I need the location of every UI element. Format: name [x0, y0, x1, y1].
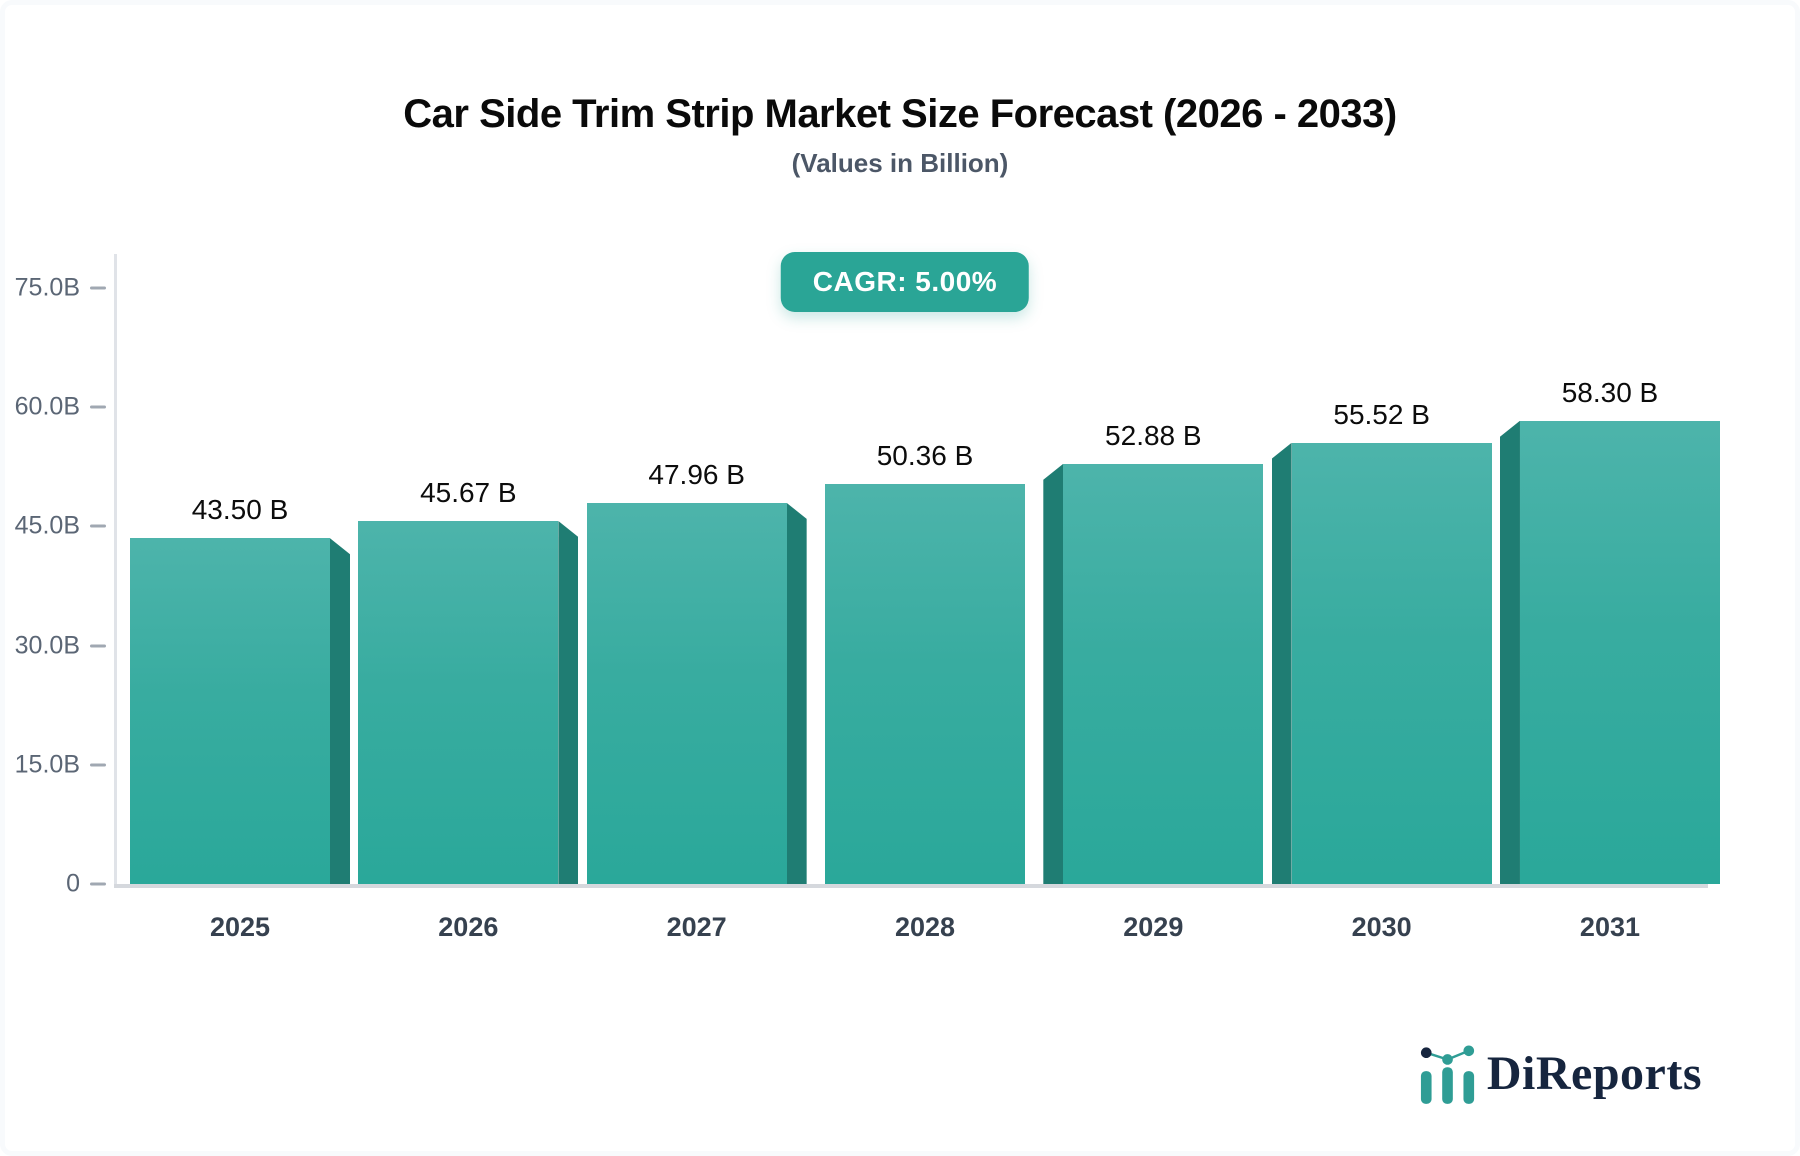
y-axis-tick-mark: [90, 286, 106, 290]
y-axis-tick-mark: [90, 763, 106, 767]
y-axis-tick-mark: [90, 882, 106, 886]
bar-face: [1063, 463, 1264, 884]
chart-subtitle: (Values in Billion): [791, 148, 1009, 178]
bar-3d-side: [786, 502, 807, 884]
bar-face: [1519, 420, 1720, 884]
bar-value-label: 52.88 B: [1105, 419, 1202, 451]
y-axis-tick-mark: [90, 405, 106, 409]
y-axis-line: [114, 254, 117, 886]
bar-face: [358, 521, 559, 884]
y-axis-tick-label: 60.0B: [14, 392, 80, 421]
bar-2025: [130, 538, 350, 884]
bar-2029: [1043, 463, 1264, 884]
bar-3d-side: [558, 521, 579, 884]
bar-value-label: 45.67 B: [420, 477, 517, 509]
x-axis-tick-label: 2030: [1351, 912, 1412, 942]
bar-3d-side: [1499, 420, 1520, 884]
bar-value-label: 50.36 B: [876, 439, 974, 471]
y-axis-tick-mark: [90, 524, 106, 528]
y-axis-tick-label: 15.0B: [14, 750, 80, 779]
direports-logo: DiReports: [1419, 1042, 1702, 1104]
bar-chart-icon: [1420, 1045, 1474, 1104]
bar-value-label: 47.96 B: [648, 458, 745, 490]
bar-3d-side: [330, 538, 350, 884]
bar-2031: [1499, 420, 1720, 884]
bar-2027: [586, 502, 807, 884]
x-axis-tick-label: 2026: [438, 912, 499, 942]
bar-face: [1291, 442, 1492, 884]
y-axis-tick-label: 45.0B: [14, 511, 80, 540]
y-axis-tick-label: 75.0B: [14, 273, 80, 302]
x-axis-line: [114, 884, 1708, 888]
x-axis-tick-label: 2029: [1123, 912, 1184, 942]
x-axis-tick-label: 2031: [1579, 912, 1640, 942]
bar-3d-side: [1043, 463, 1064, 884]
bar-2026: [358, 521, 579, 884]
bar-value-label: 58.30 B: [1561, 376, 1659, 408]
y-axis-tick-label: 0: [66, 869, 80, 898]
bar-face: [586, 502, 787, 884]
x-axis-tick-label: 2025: [209, 912, 271, 942]
bar-2028: [824, 483, 1025, 884]
cagr-badge: CAGR: 5.00%: [780, 252, 1030, 312]
bar-2030: [1271, 442, 1492, 884]
x-axis-tick-label: 2027: [666, 912, 727, 942]
bar-3d-side: [1271, 442, 1292, 884]
bar-value-label: 43.50 B: [191, 494, 289, 526]
chart-title: Car Side Trim Strip Market Size Forecast…: [403, 92, 1397, 136]
bar-value-label: 55.52 B: [1333, 398, 1430, 430]
x-axis-tick-label: 2028: [894, 912, 956, 942]
bar-face: [824, 483, 1025, 884]
bar-face: [130, 538, 330, 884]
y-axis-tick-mark: [90, 644, 106, 648]
logo-text: DiReports: [1486, 1046, 1702, 1100]
y-axis-tick-label: 30.0B: [14, 631, 80, 660]
